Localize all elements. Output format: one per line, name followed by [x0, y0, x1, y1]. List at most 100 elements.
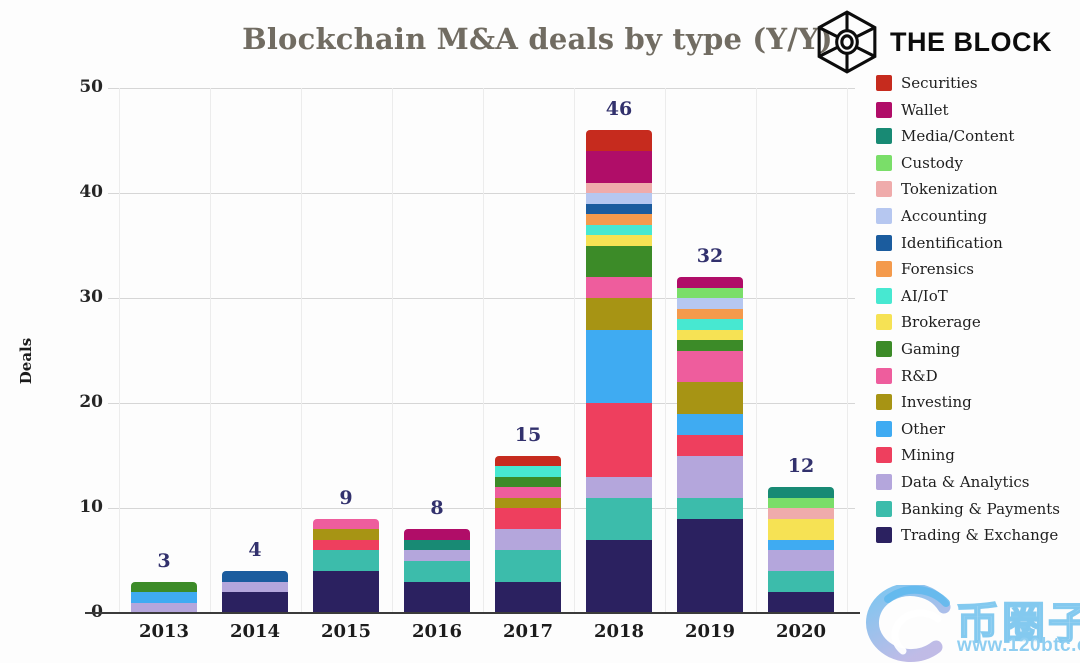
bar-segment [404, 539, 470, 550]
bar-segment [586, 497, 652, 540]
legend-item: Other [876, 419, 1060, 438]
bar-segment [586, 277, 652, 298]
bar-segment [677, 277, 743, 288]
the-block-logo-icon [817, 10, 877, 74]
bar-segment [222, 571, 288, 582]
bar-segment [677, 329, 743, 340]
legend-swatch [876, 261, 892, 278]
x-tick-label: 2015 [320, 621, 372, 642]
legend-swatch [876, 287, 892, 304]
bar-2020 [768, 487, 834, 613]
legend-swatch [876, 447, 892, 464]
bar-segment [313, 518, 379, 529]
bar-2017 [495, 455, 561, 613]
legend-item: Media/Content [876, 127, 1060, 145]
bar-segment [677, 308, 743, 319]
x-axis-line [85, 612, 860, 614]
bar-total-label: 46 [605, 98, 633, 120]
bar-segment [768, 487, 834, 498]
bar-segment [586, 539, 652, 613]
bar-segment [404, 529, 470, 540]
bar-segment [313, 571, 379, 613]
bar-total-label: 12 [787, 455, 815, 477]
legend-item: Identification [876, 233, 1060, 252]
bar-total-label: 4 [248, 539, 262, 561]
x-tick-label: 2018 [593, 621, 645, 642]
gridline [108, 403, 855, 404]
category-separator-line [209, 88, 211, 613]
y-tick-label: 40 [79, 182, 103, 202]
legend-label: Banking & Payments [901, 499, 1060, 518]
legend-swatch [876, 234, 892, 251]
legend-swatch [876, 181, 892, 198]
legend-label: Securities [901, 74, 978, 92]
y-tick-label: 20 [79, 392, 103, 412]
bar-segment [586, 329, 652, 403]
bar-2016 [404, 529, 470, 613]
legend-item: R&D [876, 366, 1060, 385]
gridline [108, 193, 855, 194]
legend-label: AI/IoT [901, 286, 948, 305]
y-tick-label: 30 [79, 287, 103, 307]
legend-label: Identification [901, 233, 1003, 252]
y-axis-title: Deals [17, 337, 35, 385]
bar-segment [768, 550, 834, 571]
category-separator-line [664, 88, 666, 613]
gridline [108, 88, 855, 89]
bar-segment [495, 529, 561, 550]
legend-swatch [876, 101, 892, 118]
bar-segment [677, 350, 743, 382]
gridline [108, 508, 855, 509]
legend-item: Accounting [876, 207, 1060, 225]
legend-label: Forensics [901, 260, 974, 279]
legend-label: R&D [901, 366, 938, 385]
legend-label: Brokerage [901, 313, 981, 332]
category-separator-line [846, 88, 848, 613]
bar-segment [677, 497, 743, 519]
legend-swatch [876, 394, 892, 411]
bar-segment [677, 413, 743, 435]
legend-label: Other [901, 419, 946, 438]
bar-segment [768, 497, 834, 508]
bar-segment [313, 529, 379, 540]
legend-item: Mining [876, 446, 1060, 465]
x-tick-label: 2017 [502, 621, 554, 642]
bar-2015 [313, 518, 379, 613]
bar-segment [313, 539, 379, 550]
bar-segment [677, 319, 743, 330]
bar-segment [586, 235, 652, 246]
category-separator-line [573, 88, 575, 613]
bar-segment [586, 193, 652, 204]
legend-label: Wallet [901, 100, 949, 119]
bar-segment [586, 476, 652, 498]
legend-label: Mining [901, 446, 955, 465]
bar-total-label: 15 [514, 423, 542, 446]
bar-segment [677, 518, 743, 613]
y-tick-label: 50 [79, 77, 103, 97]
bar-segment [586, 214, 652, 225]
bar-segment [495, 487, 561, 498]
bar-segment [495, 466, 561, 477]
bar-segment [677, 298, 743, 309]
legend-item: Gaming [876, 340, 1060, 358]
bar-segment [404, 560, 470, 582]
the-block-wordmark: THE BLOCK [890, 26, 1052, 57]
bar-segment [586, 203, 652, 214]
bar-segment [495, 581, 561, 613]
bar-segment [495, 497, 561, 508]
legend-swatch [876, 527, 892, 544]
bar-2014 [222, 571, 288, 613]
legend-item: AI/IoT [876, 286, 1060, 305]
bar-segment [495, 455, 561, 466]
chart-title: Blockchain M&A deals by type (Y/Y) [242, 22, 833, 56]
legend-label: Custody [901, 153, 963, 172]
bar-total-label: 32 [696, 245, 724, 267]
bar-segment [586, 403, 652, 477]
legend-swatch [876, 500, 892, 517]
bar-total-label: 9 [339, 486, 353, 509]
legend-label: Trading & Exchange [901, 526, 1059, 545]
bar-2018 [586, 130, 652, 613]
category-separator-line [118, 88, 120, 613]
gridline [108, 298, 855, 299]
